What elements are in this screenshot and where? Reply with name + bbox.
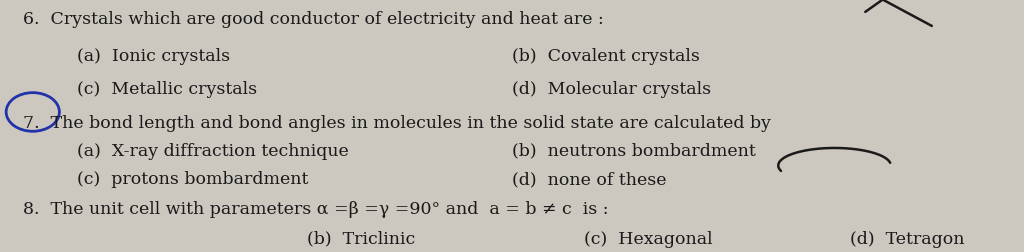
Text: 7.  The bond length and bond angles in molecules in the solid state are calculat: 7. The bond length and bond angles in mo… bbox=[23, 114, 770, 131]
Text: (d)  Molecular crystals: (d) Molecular crystals bbox=[512, 81, 711, 98]
Text: (c)  protons bombardment: (c) protons bombardment bbox=[77, 170, 308, 187]
Text: (c)  Hexagonal: (c) Hexagonal bbox=[584, 230, 713, 247]
Text: 6.  Crystals which are good conductor of electricity and heat are :: 6. Crystals which are good conductor of … bbox=[23, 11, 603, 28]
Text: (b)  Triclinic: (b) Triclinic bbox=[307, 230, 416, 247]
Text: (b)  neutrons bombardment: (b) neutrons bombardment bbox=[512, 142, 756, 159]
Text: 8.  The unit cell with parameters α =β =γ =90° and  a = b ≠ c  is :: 8. The unit cell with parameters α =β =γ… bbox=[23, 200, 608, 217]
Text: (d)  none of these: (d) none of these bbox=[512, 170, 667, 187]
Text: (d)  Tetragon: (d) Tetragon bbox=[850, 230, 965, 247]
Text: (a)  X-ray diffraction technique: (a) X-ray diffraction technique bbox=[77, 142, 348, 159]
Text: (c)  Metallic crystals: (c) Metallic crystals bbox=[77, 81, 257, 98]
Text: (b)  Covalent crystals: (b) Covalent crystals bbox=[512, 48, 699, 65]
Text: (a)  Ionic crystals: (a) Ionic crystals bbox=[77, 48, 230, 65]
